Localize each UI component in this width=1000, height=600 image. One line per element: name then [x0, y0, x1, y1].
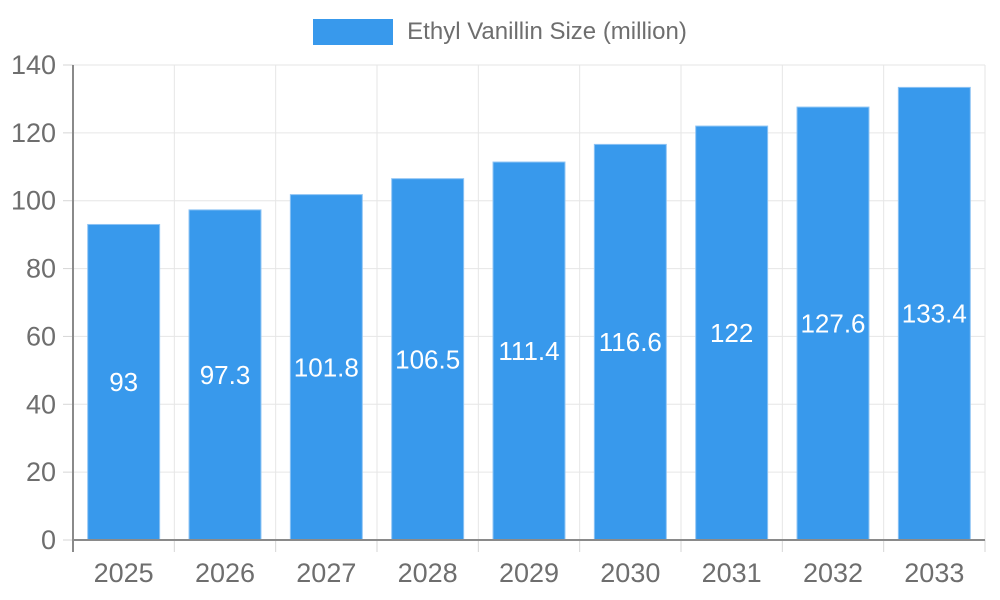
y-axis-label: 80: [26, 254, 56, 284]
y-axis-label: 60: [26, 321, 56, 351]
bar-value-label: 97.3: [200, 360, 251, 390]
x-axis-label: 2025: [94, 558, 154, 588]
bar[interactable]: [593, 143, 667, 541]
y-axis-label: 0: [41, 525, 56, 555]
x-axis-label: 2029: [499, 558, 559, 588]
bar-value-label: 93: [109, 367, 138, 397]
bar-value-label: 111.4: [498, 336, 559, 366]
legend-swatch: [313, 19, 394, 45]
bar[interactable]: [87, 223, 161, 541]
x-axis-label: 2031: [702, 558, 762, 588]
bar[interactable]: [391, 178, 465, 541]
y-axis-label: 140: [11, 50, 56, 80]
x-axis-label: 2026: [195, 558, 255, 588]
x-axis-label: 2033: [904, 558, 964, 588]
bar-value-label: 122: [710, 318, 753, 348]
x-axis-label: 2027: [296, 558, 356, 588]
bar-value-label: 106.5: [395, 344, 460, 374]
y-axis-label: 20: [26, 457, 56, 487]
bar[interactable]: [289, 194, 363, 541]
bar-value-label: 116.6: [599, 327, 662, 357]
x-axis-label: 2032: [803, 558, 863, 588]
bar-value-label: 133.4: [902, 299, 967, 329]
y-axis-label: 100: [11, 186, 56, 216]
x-axis-label: 2028: [398, 558, 458, 588]
legend-item[interactable]: Ethyl Vanillin Size (million): [0, 17, 1000, 47]
bar-value-label: 127.6: [800, 309, 865, 339]
bar[interactable]: [897, 86, 971, 541]
x-axis-label: 2030: [600, 558, 660, 588]
bar[interactable]: [188, 209, 262, 541]
bar-value-label: 101.8: [294, 352, 359, 382]
legend-label: Ethyl Vanillin Size (million): [407, 18, 687, 45]
y-axis-label: 120: [11, 118, 56, 148]
y-axis-label: 40: [26, 389, 56, 419]
bar[interactable]: [492, 161, 566, 541]
